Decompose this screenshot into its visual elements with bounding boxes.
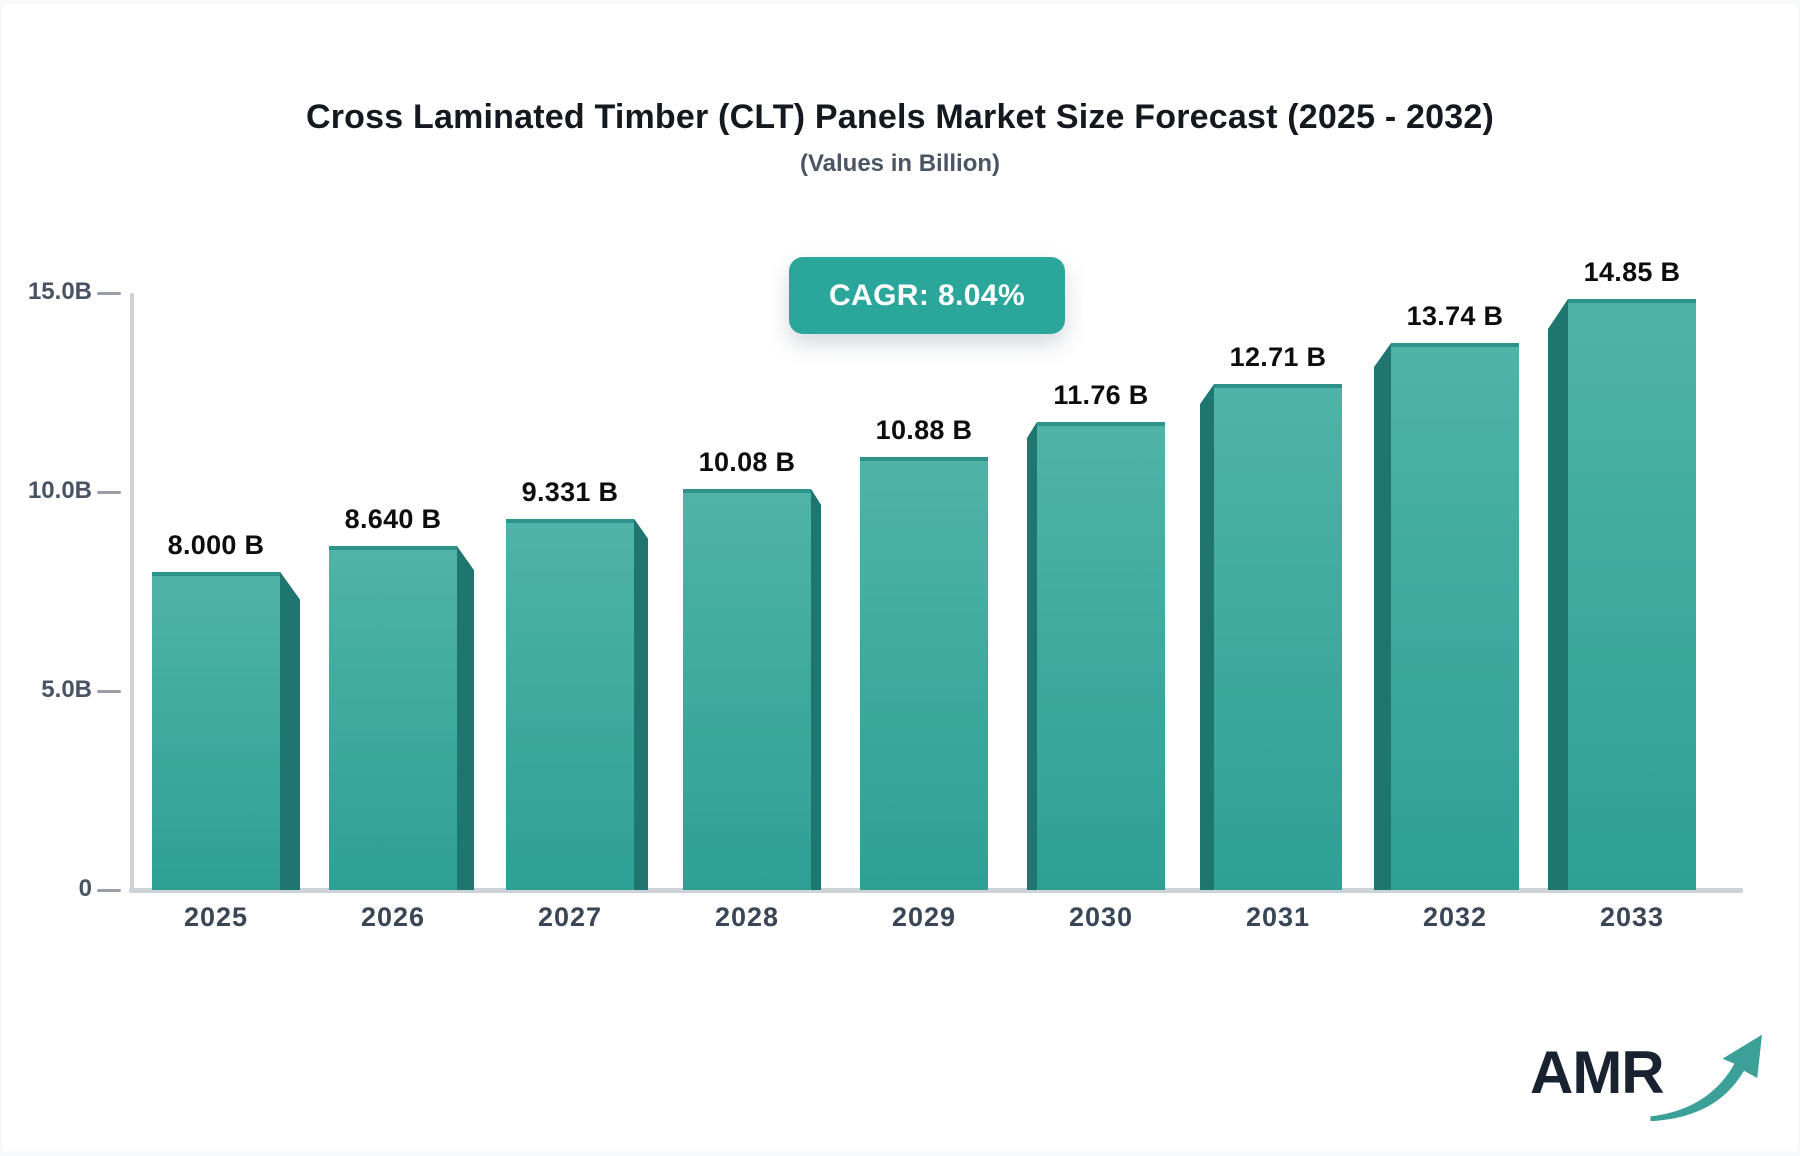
y-axis-line xyxy=(130,293,134,893)
y-axis-label-15.0B: 15.0B xyxy=(27,278,92,305)
bar-value-2031: 12.71 B xyxy=(1229,342,1327,373)
y-axis-label-5.0B: 5.0B xyxy=(41,676,92,703)
y-axis-tick xyxy=(97,690,121,693)
chart-title: Cross Laminated Timber (CLT) Panels Mark… xyxy=(305,98,1495,136)
x-axis-label-2028: 2028 xyxy=(714,902,780,932)
bar-2027[interactable] xyxy=(506,518,634,890)
bar-side-2033 xyxy=(1548,298,1568,890)
bar-value-2033: 14.85 B xyxy=(1583,256,1681,287)
chart-subtitle: (Values in Billion) xyxy=(799,150,1001,177)
bar-2025[interactable] xyxy=(152,571,280,890)
bar-value-2030: 11.76 B xyxy=(1053,379,1149,410)
cagr-badge-label: CAGR: 8.04% xyxy=(828,278,1026,312)
x-axis-label-2027: 2027 xyxy=(537,902,603,932)
bar-side-2030 xyxy=(1027,421,1037,890)
bar-2029[interactable] xyxy=(860,456,988,890)
bar-value-2029: 10.88 B xyxy=(875,414,973,445)
x-axis-label-2032: 2032 xyxy=(1422,902,1488,932)
cagr-badge: CAGR: 8.04% xyxy=(789,257,1065,334)
bar-side-2027 xyxy=(634,518,648,890)
y-axis-label-10.0B: 10.0B xyxy=(27,477,92,504)
amr-logo-text: AMR xyxy=(1530,1039,1665,1106)
y-axis-label-0: 0 xyxy=(78,875,92,902)
y-axis-tick xyxy=(97,889,121,892)
x-axis-label-2026: 2026 xyxy=(360,902,426,932)
x-axis-label-2029: 2029 xyxy=(891,902,957,932)
bar-value-2025: 8.000 B xyxy=(167,529,265,560)
bar-2030[interactable] xyxy=(1037,421,1165,890)
bar-2026[interactable] xyxy=(329,546,457,890)
amr-logo: AMR xyxy=(1530,1030,1780,1130)
x-axis-label-2030: 2030 xyxy=(1068,902,1134,932)
bar-side-2026 xyxy=(457,546,474,890)
bar-value-2032: 13.74 B xyxy=(1406,301,1504,332)
bar-side-2025 xyxy=(280,571,300,890)
x-axis-label-2025: 2025 xyxy=(183,902,249,932)
bar-value-2026: 8.640 B xyxy=(344,504,442,535)
chart-card: Cross Laminated Timber (CLT) Panels Mark… xyxy=(2,4,1798,1151)
bar-2028[interactable] xyxy=(683,488,811,890)
bar-2033[interactable] xyxy=(1568,298,1696,890)
x-axis-line xyxy=(129,888,1743,893)
y-axis-tick xyxy=(97,491,121,494)
bar-2032[interactable] xyxy=(1391,343,1519,890)
x-axis-label-2031: 2031 xyxy=(1245,902,1311,932)
bar-side-2028 xyxy=(811,488,821,890)
x-axis-label-2033: 2033 xyxy=(1599,902,1665,932)
bar-value-2028: 10.08 B xyxy=(698,446,796,477)
bar-side-2032 xyxy=(1374,343,1391,890)
bar-2031[interactable] xyxy=(1214,384,1342,890)
bar-value-2027: 9.331 B xyxy=(521,476,619,507)
bar-side-2031 xyxy=(1200,384,1214,890)
y-axis-tick xyxy=(97,292,121,295)
trend-up-arrow-icon xyxy=(1650,1034,1762,1122)
